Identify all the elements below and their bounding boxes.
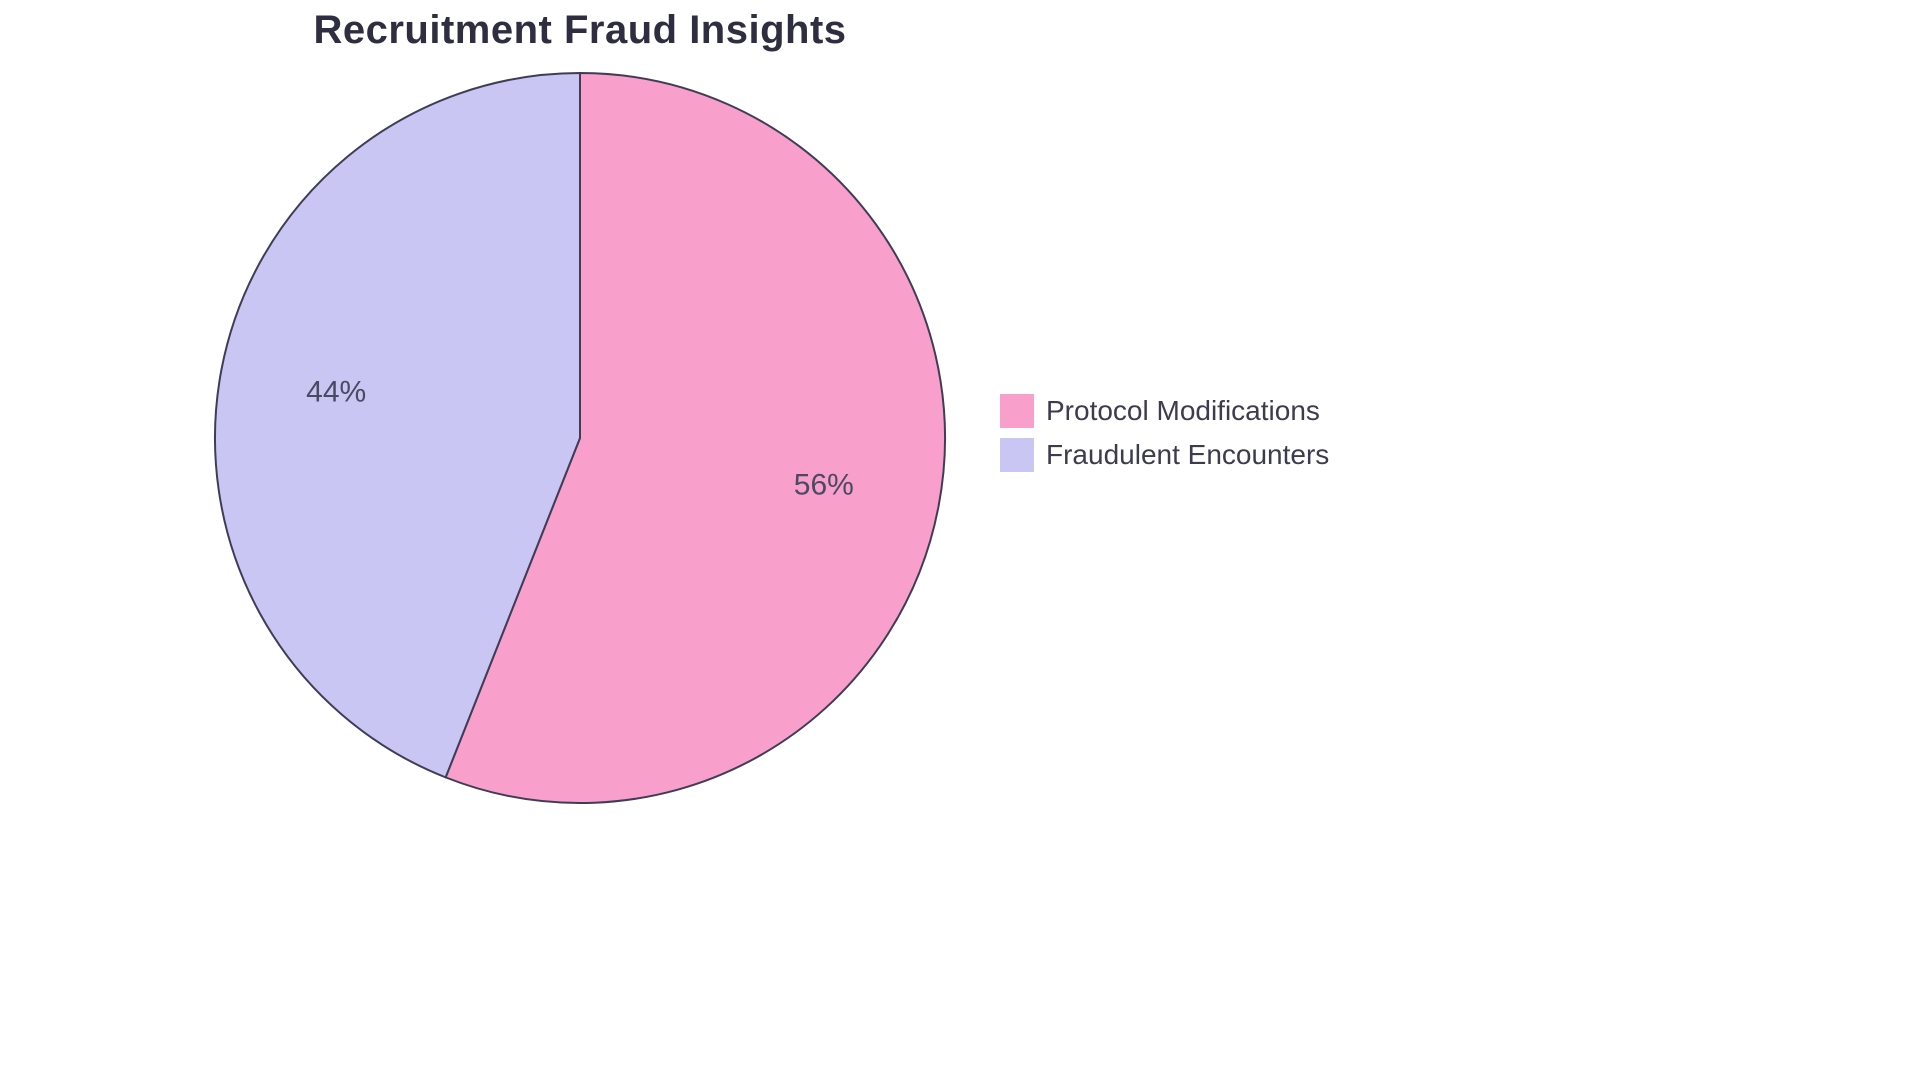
legend-label-0: Protocol Modifications <box>1046 395 1320 426</box>
legend-label-1: Fraudulent Encounters <box>1046 439 1330 470</box>
legend-item-1: Fraudulent Encounters <box>1000 438 1329 472</box>
slice-percent-label-0: 56% <box>794 469 854 502</box>
legend-swatch-0 <box>1000 394 1034 428</box>
pie-slice-1 <box>214 72 581 779</box>
slice-percent-label-1: 44% <box>306 376 366 409</box>
legend: Protocol Modifications Fraudulent Encount… <box>1000 394 1329 472</box>
pie-slice-0 <box>444 72 946 804</box>
legend-item-0: Protocol Modifications <box>1000 394 1329 428</box>
chart-title: Recruitment Fraud Insights <box>313 8 847 52</box>
legend-swatch-1 <box>1000 438 1034 472</box>
